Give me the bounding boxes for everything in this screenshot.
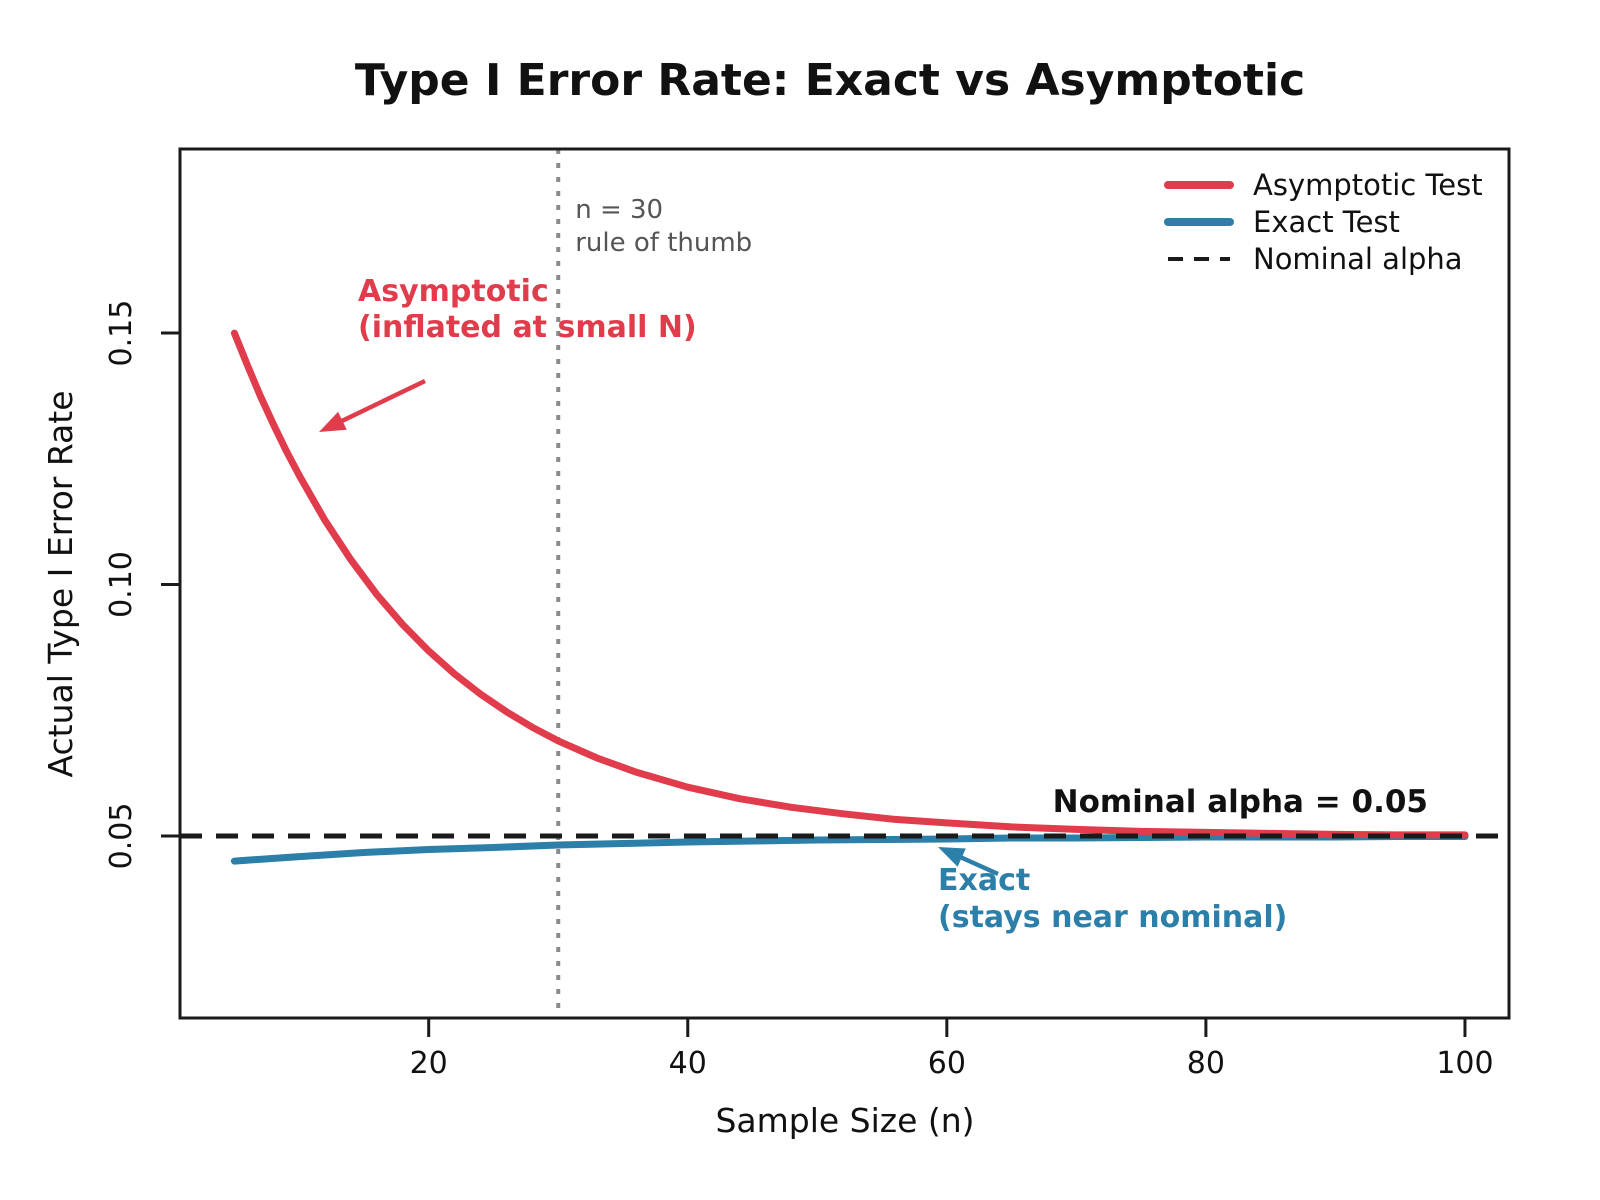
exact-arrow-head: [938, 847, 966, 867]
exact-annotation-line2: (stays near nominal): [938, 900, 1287, 935]
asymptotic-annotation-line1: Asymptotic: [358, 274, 549, 309]
x-tick-label-40: 40: [669, 1046, 707, 1081]
x-tick-label-80: 80: [1187, 1046, 1225, 1081]
asymptotic-curve: [230, 329, 1469, 839]
asymptotic-arrow-shaft: [330, 378, 426, 428]
n30-note-line2: rule of thumb: [575, 228, 752, 258]
n30-note-line1: n = 30: [575, 195, 663, 225]
legend-label: Nominal alpha: [1253, 242, 1463, 276]
y-tick-label-0.15: 0.15: [104, 300, 139, 367]
legend-item-3: Nominal alpha: [1168, 242, 1463, 276]
y-tick-label-0.05: 0.05: [104, 803, 139, 870]
y-axis-title: Actual Type I Error Rate: [41, 391, 80, 778]
x-axis-title: Sample Size (n): [715, 1101, 974, 1140]
legend-label: Asymptotic Test: [1253, 168, 1483, 202]
legend-label: Exact Test: [1253, 205, 1400, 239]
overlay-layer: 20 40 60 80 100 0.05 0.10 0.15 Asymptotic TestEx…: [104, 168, 1494, 1081]
nominal-alpha-annotation: Nominal alpha = 0.05: [1053, 784, 1428, 820]
legend-item-1: Asymptotic Test: [1164, 168, 1483, 202]
legend-item-2: Exact Test: [1164, 205, 1400, 239]
x-tick-label-100: 100: [1436, 1046, 1493, 1081]
x-tick-label-60: 60: [928, 1046, 966, 1081]
exact-curve: [230, 833, 1469, 865]
chart-title: Type I Error Rate: Exact vs Asymptotic: [355, 55, 1305, 106]
y-tick-label-0.10: 0.10: [104, 551, 139, 618]
asymptotic-arrow-head: [319, 411, 347, 432]
x-tick-label-20: 20: [410, 1046, 448, 1081]
asymptotic-annotation-line2: (inflated at small N): [358, 310, 697, 345]
